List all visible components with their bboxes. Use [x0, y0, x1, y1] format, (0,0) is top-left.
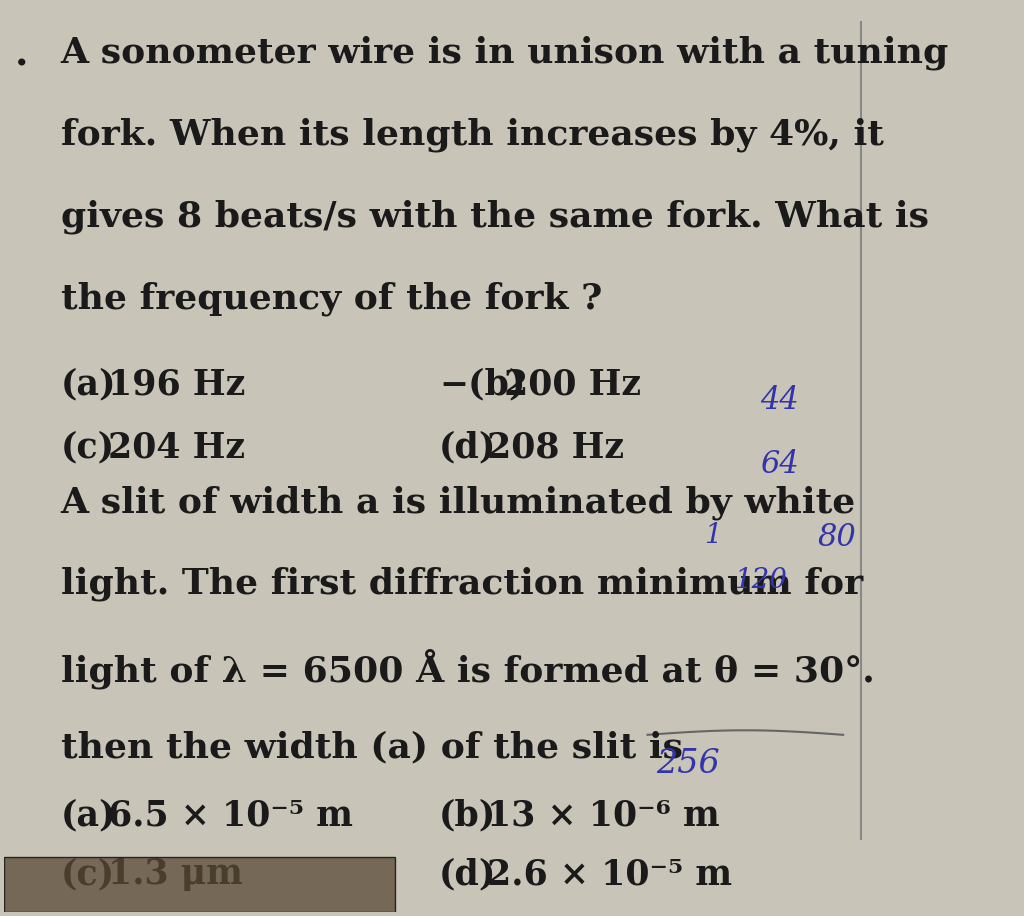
- Text: gives 8 beats/s with the same fork. What is: gives 8 beats/s with the same fork. What…: [60, 200, 929, 234]
- Text: then the width (a) of the slit is: then the width (a) of the slit is: [60, 730, 683, 764]
- Text: fork. When its length increases by 4%, it: fork. When its length increases by 4%, i…: [60, 117, 884, 152]
- Text: light. The first diffraction minimum for: light. The first diffraction minimum for: [60, 567, 863, 602]
- Text: A sonometer wire is in unison with a tuning: A sonometer wire is in unison with a tun…: [60, 36, 949, 71]
- Text: 2.6 × 10⁻⁵ m: 2.6 × 10⁻⁵ m: [486, 857, 732, 891]
- Text: 256: 256: [656, 748, 720, 780]
- Text: 80: 80: [817, 521, 856, 552]
- Text: −(b): −(b): [439, 367, 525, 401]
- Text: 204 Hz: 204 Hz: [109, 431, 246, 464]
- Text: 64: 64: [761, 449, 800, 480]
- Text: 44: 44: [761, 386, 800, 417]
- Text: light of λ = 6500 Å is formed at θ = 30°.: light of λ = 6500 Å is formed at θ = 30°…: [60, 649, 874, 689]
- Text: (d): (d): [439, 857, 497, 891]
- Text: 1: 1: [705, 521, 722, 549]
- Text: 6.5 × 10⁻⁵ m: 6.5 × 10⁻⁵ m: [109, 799, 353, 833]
- Text: 196 Hz: 196 Hz: [109, 367, 246, 401]
- Text: A slit of width a is illuminated by white: A slit of width a is illuminated by whit…: [60, 485, 856, 519]
- Text: .: .: [14, 36, 28, 74]
- Text: 200 Hz: 200 Hz: [504, 367, 641, 401]
- FancyBboxPatch shape: [4, 857, 395, 911]
- Text: 13 × 10⁻⁶ m: 13 × 10⁻⁶ m: [486, 799, 719, 833]
- Text: (c): (c): [60, 857, 115, 891]
- Text: (d): (d): [439, 431, 497, 464]
- Text: 1.3 μm: 1.3 μm: [109, 857, 244, 891]
- Text: 208 Hz: 208 Hz: [486, 431, 624, 464]
- Text: (a): (a): [60, 367, 116, 401]
- Text: the frequency of the fork ?: the frequency of the fork ?: [60, 281, 602, 315]
- Text: (c): (c): [60, 431, 115, 464]
- Text: 120: 120: [734, 567, 787, 594]
- Text: (b): (b): [439, 799, 497, 833]
- Text: (a): (a): [60, 799, 116, 833]
